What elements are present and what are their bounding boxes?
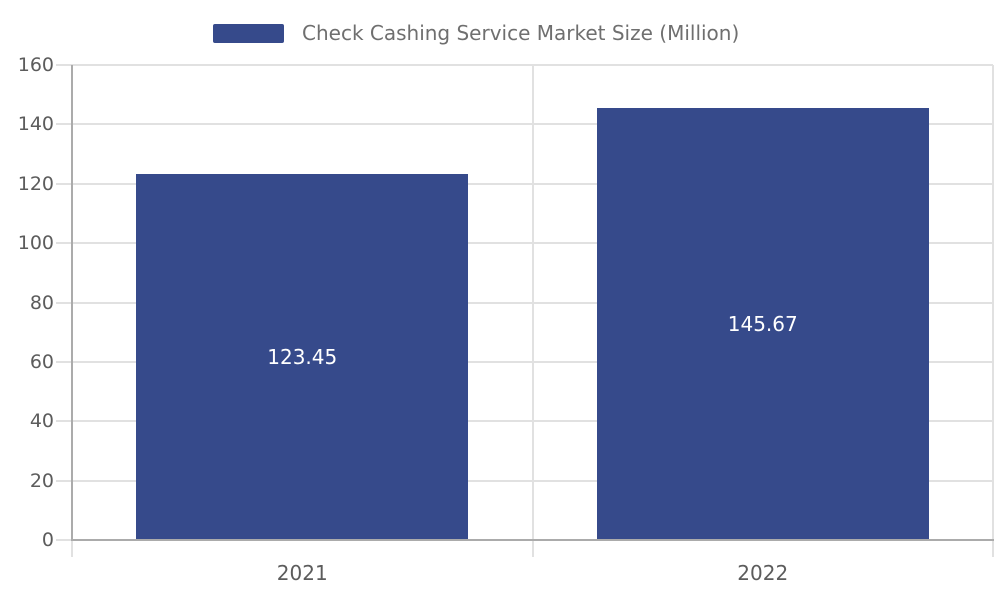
y-axis-tick [56,301,72,304]
y-axis-tick [56,539,72,541]
gridline-vertical [531,65,534,540]
y-axis-label: 100 [17,232,54,255]
y-axis-tick [56,360,72,363]
y-axis-label: 60 [29,350,54,373]
bar-2022[interactable] [596,107,929,540]
x-axis-tick [71,540,73,557]
y-axis-label: 140 [17,113,54,136]
bar-value-label: 123.45 [267,344,338,369]
bar-value-label: 145.67 [727,311,798,336]
y-axis-tick [56,182,72,185]
y-axis-tick [56,242,72,245]
y-axis-label: 120 [17,172,54,195]
y-axis-label: 160 [17,54,54,76]
y-axis-tick [56,420,72,423]
x-axis-tick [992,540,994,557]
y-axis-line [71,65,73,541]
y-axis-label: 40 [29,410,54,433]
x-axis-label-2021: 2021 [276,561,328,585]
legend-label: Check Cashing Service Market Size (Milli… [302,21,740,45]
gridline-vertical [992,65,994,540]
y-axis-label: 80 [29,291,54,314]
legend-swatch[interactable] [213,23,284,43]
legend[interactable]: Check Cashing Service Market Size (Milli… [213,21,739,45]
bar-2021[interactable] [136,173,469,540]
x-axis-label-2022: 2022 [737,561,789,585]
y-axis-tick [56,123,72,126]
y-axis-tick [56,64,72,66]
y-axis-label: 20 [29,469,54,492]
x-axis-line [71,539,994,541]
x-axis-tick [531,540,534,557]
y-axis-tick [56,479,72,482]
y-axis-label: 0 [41,529,54,551]
